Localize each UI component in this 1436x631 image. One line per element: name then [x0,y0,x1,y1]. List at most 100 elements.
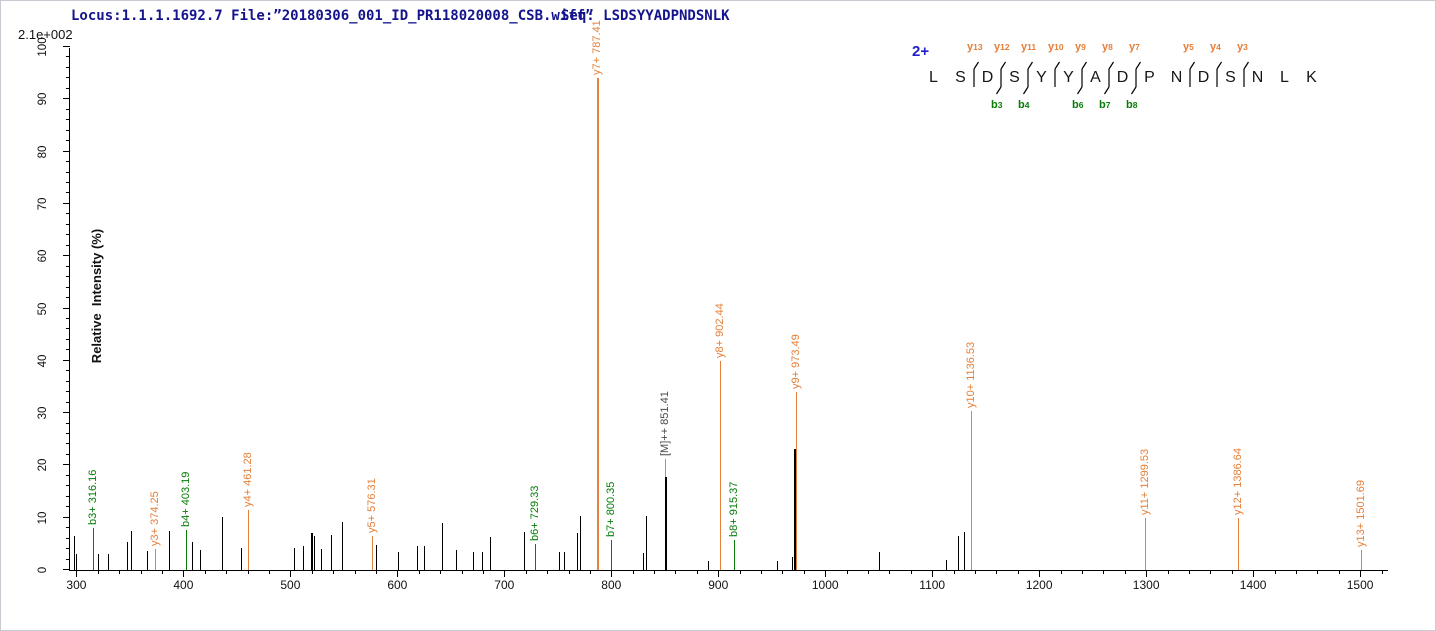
peak [294,548,296,570]
peak-label: y13+ 1501.69 [1355,480,1368,548]
y-axis-tick [66,391,70,393]
x-axis-tick [803,570,805,574]
y-ion-label: y13 [967,41,983,53]
peak [311,533,314,570]
x-axis-tick [1317,570,1319,574]
y-axis-tick [66,56,70,58]
x-axis-tick [418,570,420,574]
peak [646,516,648,570]
y-axis-tick [66,297,70,299]
labeled-peak: y12+ 1386.64 [1232,448,1244,570]
cleavage-gap: y11 b4 [1018,41,1036,111]
y-axis-tick [66,328,70,330]
x-axis-tick [1231,570,1233,574]
y-tick-label: 60 [37,249,49,263]
peak [963,531,965,570]
cleavage-mark [995,61,1007,95]
peak [416,546,418,570]
x-axis-tick [482,570,484,574]
x-tick-label: 1200 [1025,578,1053,592]
residue-letter: L [929,69,938,86]
peak [490,536,492,570]
y-axis-tick [63,412,70,414]
sequence-label: Seq: LSDSYYADPNDSNLK [561,8,730,24]
residue-letter: D [1116,69,1129,86]
x-tick-label: 900 [708,578,729,592]
labeled-peak: y10+ 1136.53 [965,341,977,570]
x-axis-tick [247,570,249,574]
y-axis-tick [66,495,70,497]
labeled-peak: y3+ 374.25 [149,491,161,570]
locus-file-label: Locus:1.1.1.1692.7 File:”20180306_001_ID… [71,8,594,24]
peak [482,551,484,570]
peak-label: b4+ 403.19 [180,471,193,528]
peak-label: y8+ 902.44 [714,303,727,358]
x-axis-tick [397,570,399,577]
x-axis-tick [654,570,656,574]
x-axis-tick [1360,570,1362,577]
x-axis-tick [953,570,955,574]
cleavage-mark [1076,61,1088,95]
x-tick-label: 1500 [1346,578,1374,592]
plot-area: Relative Intensity (%) m/z 3004005006007… [37,21,1388,592]
cleavage-mark [973,61,980,87]
b-ion-label: b8 [1126,99,1138,111]
residue-letter: Y [1063,69,1074,86]
peak [200,550,201,570]
peak-label: y11+ 1299.53 [1139,448,1152,515]
y-axis-tick [66,276,70,278]
peak-label: y12+ 1386.64 [1232,447,1245,515]
x-axis-tick [889,570,891,574]
b-ion-label: b3 [991,99,1003,111]
y-tick-label: 10 [37,511,49,525]
x-axis-tick [589,570,591,574]
cleavage-mark [1130,61,1142,95]
peak [331,534,333,570]
residue-letter: S [1009,69,1020,86]
peak [946,559,948,570]
y-axis-tick [63,307,70,309]
y-axis-tick [66,213,70,215]
y-axis-tick [66,181,70,183]
x-axis-tick [1253,570,1255,577]
labeled-peak: y7+ 787.41 [591,21,603,570]
y-axis-tick [63,359,70,361]
peak [320,549,322,570]
x-axis-tick [1188,570,1190,574]
x-axis-tick [1039,570,1041,577]
labeled-peak: y11+ 1299.53 [1139,449,1151,570]
labeled-peak: y9+ 973.49 [790,334,802,570]
x-axis-tick [868,570,870,574]
x-tick-label: 800 [601,578,622,592]
peak-label: y7+ 787.41 [590,20,603,76]
y-axis-title: Relative Intensity (%) [88,228,104,364]
peak-label: b3+ 316.16 [87,469,100,526]
x-axis-tick [354,570,356,574]
peak [563,551,565,570]
y-ion-label: y5 [1183,41,1194,53]
peak-leader-line [665,458,667,477]
x-axis-tick [782,570,784,574]
residue-letter: L [1280,69,1289,86]
x-axis-tick [996,570,998,574]
peak [777,560,779,570]
x-axis-tick [525,570,527,574]
peak [442,522,444,570]
peak-label: b8+ 915.37 [728,481,741,538]
peak [958,536,960,570]
y-tick-label: 50 [37,302,49,315]
x-axis-tick [846,570,848,574]
y-axis-tick [66,453,70,455]
x-axis-tick [1210,570,1212,574]
cleavage-mark [1103,61,1115,95]
residue-letter: A [1090,69,1101,86]
x-tick-label: 700 [494,578,515,592]
y-axis-tick [63,569,70,570]
y-axis-tick [66,171,70,173]
peak [473,551,475,570]
labeled-peak: b7+ 800.35 [605,482,617,570]
y-axis-tick [66,265,70,267]
labeled-peak: y13+ 1501.69 [1355,480,1367,570]
residue-letter: D [1197,69,1210,86]
x-axis-tick [675,570,677,574]
